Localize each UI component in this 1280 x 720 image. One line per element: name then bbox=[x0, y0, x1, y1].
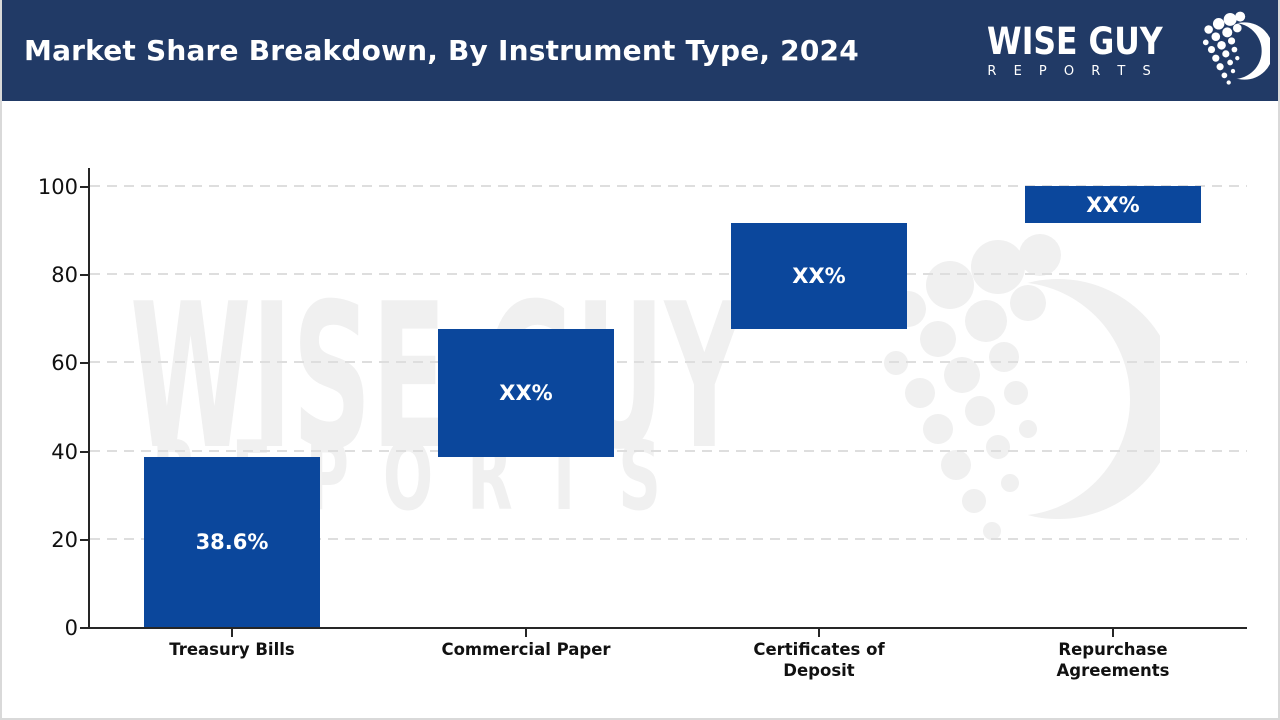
x-tick-treasury-bills bbox=[231, 629, 233, 637]
x-tick-certificates-of-deposit bbox=[818, 629, 820, 637]
bar-value-label: XX% bbox=[1086, 192, 1140, 217]
gridline-100 bbox=[90, 185, 1247, 187]
bar-commercial-paper: XX% bbox=[438, 329, 614, 457]
wise-guy-logo: WISE GUY R E P O R T S bbox=[987, 8, 1278, 94]
y-tick-20 bbox=[80, 539, 88, 541]
x-label-repurchase-agreements: Repurchase Agreements bbox=[1056, 640, 1170, 680]
y-tick-label-0: 0 bbox=[64, 616, 78, 640]
y-tick-label-40: 40 bbox=[51, 440, 78, 464]
bar-certificates-of-deposit: XX% bbox=[731, 223, 907, 329]
x-tick-commercial-paper bbox=[525, 629, 527, 637]
y-tick-80 bbox=[80, 274, 88, 276]
logo-text: WISE GUY R E P O R T S bbox=[987, 23, 1194, 79]
logo-name-text: WISE GUY bbox=[987, 19, 1164, 63]
bar-repurchase-agreements: XX% bbox=[1025, 186, 1201, 223]
logo-face-icon bbox=[1202, 11, 1270, 85]
bar-treasury-bills: 38.6% bbox=[144, 457, 320, 627]
gridline-60 bbox=[90, 361, 1247, 363]
watermark-face-icon bbox=[884, 234, 1160, 540]
y-tick-60 bbox=[80, 362, 88, 364]
x-label-commercial-paper: Commercial Paper bbox=[441, 640, 611, 659]
y-tick-label-100: 100 bbox=[37, 175, 78, 199]
bar-value-label: 38.6% bbox=[195, 530, 269, 554]
y-tick-100 bbox=[80, 186, 88, 188]
x-label-certificates-of-deposit: Certificates of Deposit bbox=[753, 640, 885, 680]
gridline-80 bbox=[90, 273, 1247, 275]
x-tick-repurchase-agreements bbox=[1112, 629, 1114, 637]
header-bar: Market Share Breakdown, By Instrument Ty… bbox=[2, 0, 1278, 101]
watermark-name-text: WISE GUY bbox=[130, 261, 745, 494]
y-tick-label-80: 80 bbox=[51, 263, 78, 287]
page-title: Market Share Breakdown, By Instrument Ty… bbox=[24, 34, 859, 67]
gridline-20 bbox=[90, 538, 1247, 540]
y-axis-line bbox=[88, 168, 90, 629]
y-tick-40 bbox=[80, 451, 88, 453]
x-label-treasury-bills: Treasury Bills bbox=[169, 640, 295, 659]
gridline-40 bbox=[90, 450, 1247, 452]
x-axis-line bbox=[88, 627, 1247, 629]
bar-value-label: XX% bbox=[792, 264, 846, 288]
y-tick-label-60: 60 bbox=[51, 351, 78, 375]
bar-value-label: XX% bbox=[499, 381, 553, 405]
y-tick-0 bbox=[80, 627, 88, 629]
logo-reports-text: R E P O R T S bbox=[987, 63, 1158, 79]
y-tick-label-20: 20 bbox=[51, 528, 78, 552]
